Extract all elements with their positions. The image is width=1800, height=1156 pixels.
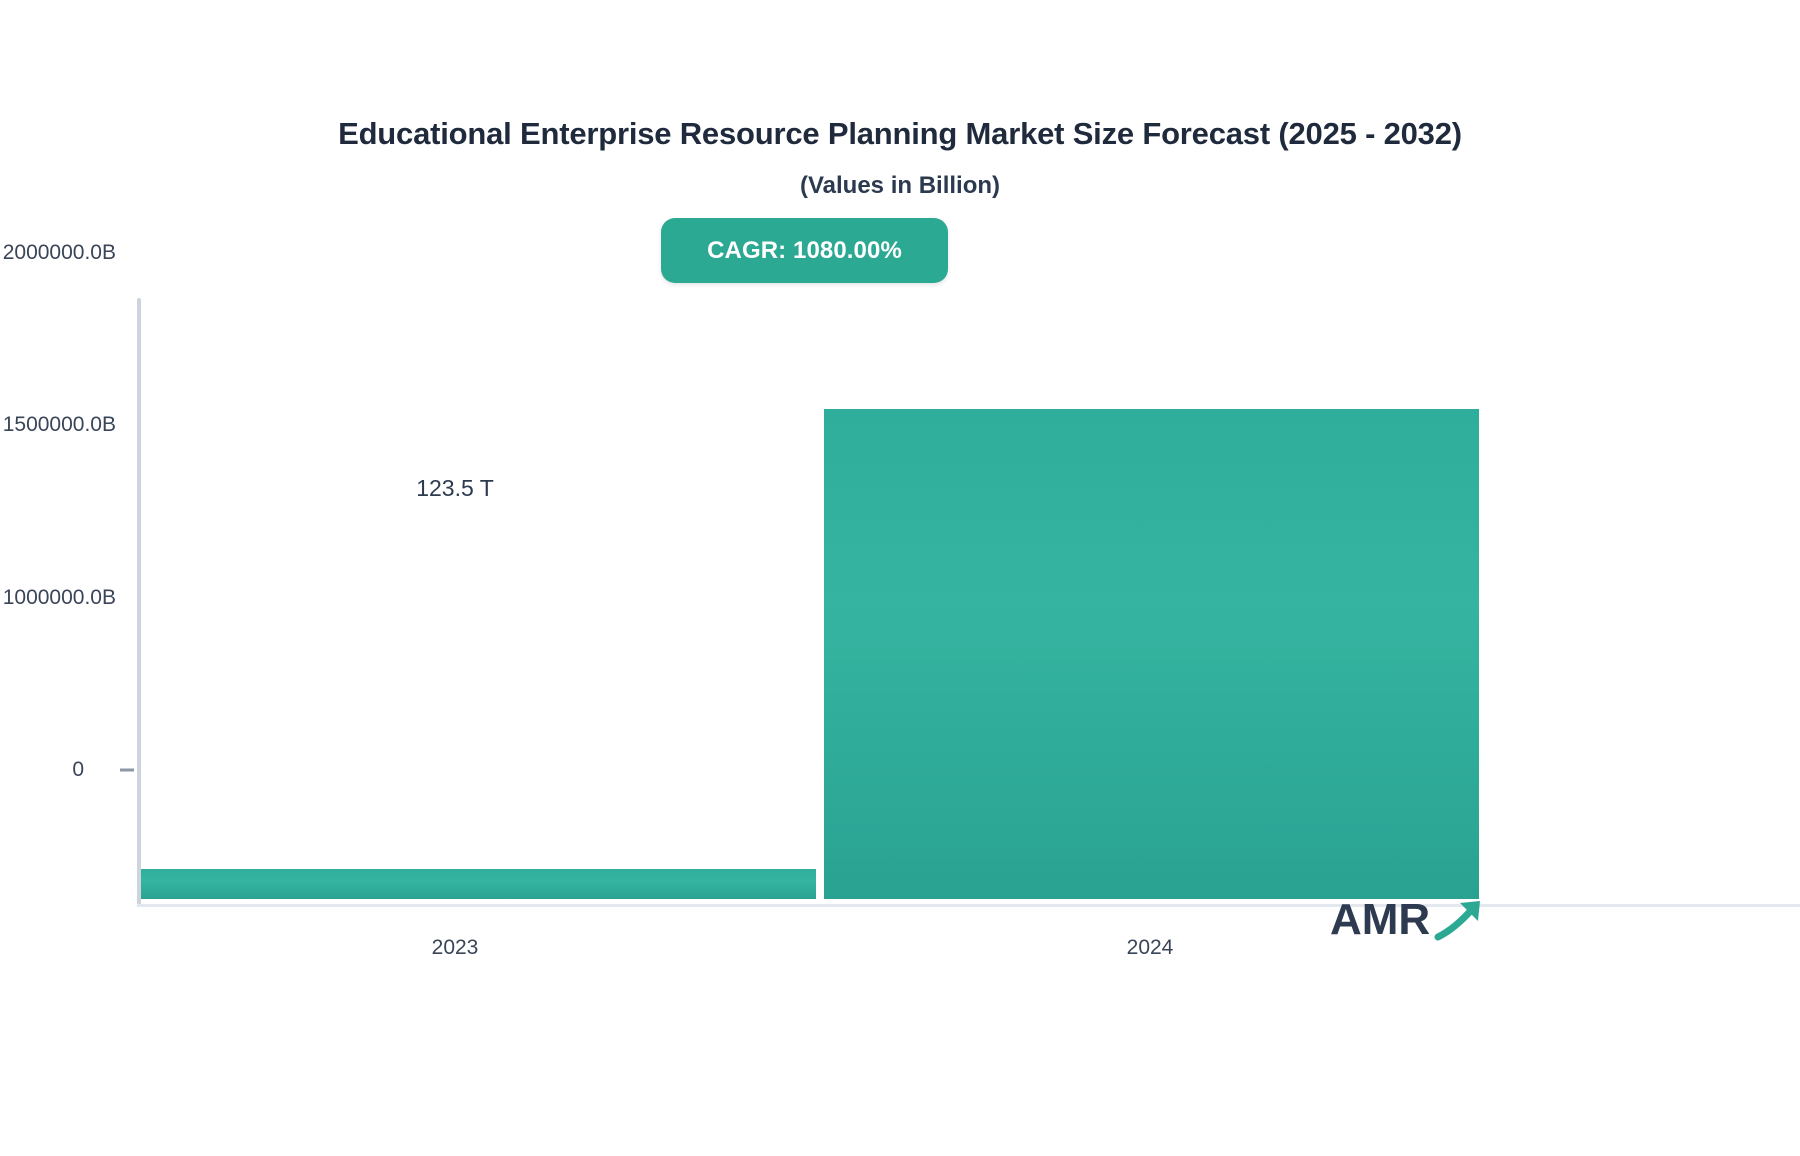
bar-2024[interactable]	[824, 409, 1479, 899]
x-axis-tick-label-2023: 2023	[431, 936, 479, 959]
y-axis-line	[137, 298, 141, 905]
cagr-badge-label: CAGR: 1080.00%	[707, 236, 902, 264]
x-axis-line	[137, 904, 1800, 907]
chart-title: Educational Enterprise Resource Planning…	[338, 116, 1462, 151]
y-axis-tick-label-0: 2000000.0B	[2, 241, 116, 264]
y-axis-tick-dash	[120, 768, 134, 772]
y-axis-tick-label-3: 0	[72, 758, 84, 781]
y-axis-tick-label-1: 1500000.0B	[2, 413, 116, 436]
y-axis-tick-label-2: 1000000.0B	[2, 586, 116, 609]
amr-logo: AMR	[1330, 895, 1490, 957]
bar-2023[interactable]	[141, 869, 816, 899]
amr-logo-text: AMR	[1330, 895, 1431, 944]
cagr-badge[interactable]: CAGR: 1080.00%	[661, 218, 948, 283]
bar-value-label-2023: 123.5 T	[416, 475, 494, 501]
x-axis-tick-label-2024: 2024	[1126, 936, 1174, 959]
plot-area: 2000000.0B 1500000.0B 1000000.0B 0 123.5…	[0, 0, 1800, 959]
chart-subtitle: (Values in Billion)	[799, 172, 1001, 199]
bar-value-label-2024: 1457 T	[1114, 0, 1185, 2]
arrow-up-right-icon	[1434, 901, 1480, 941]
